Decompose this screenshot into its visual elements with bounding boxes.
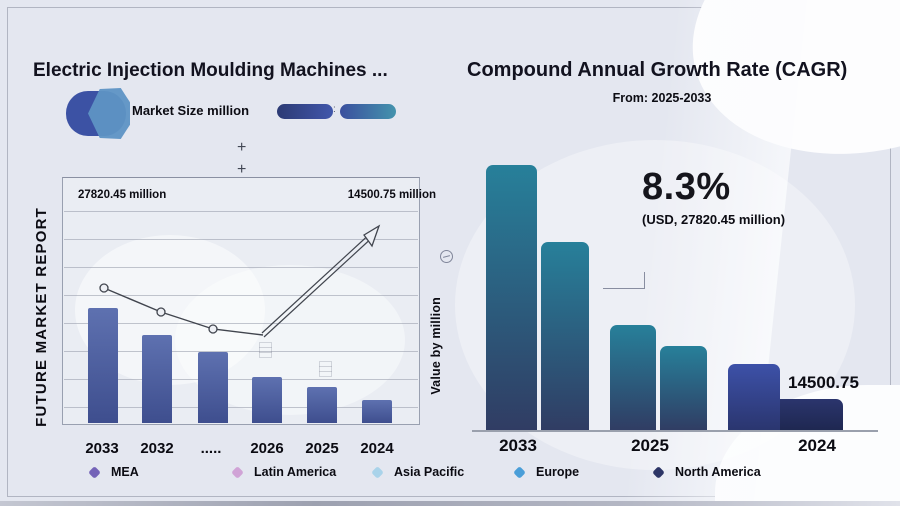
- right-x-label-2024: 2024: [798, 436, 836, 455]
- ratio-pill-right: [340, 104, 396, 119]
- ratio-pill-left: [277, 104, 333, 119]
- left-x-label-2032: 2032: [140, 440, 174, 457]
- left-x-label-2024: 2024: [360, 440, 394, 457]
- left-bar-2024: [362, 400, 392, 423]
- legend-label: MEA: [111, 465, 139, 479]
- plus-mark-icon: +: [237, 161, 247, 178]
- left-bar-2032: [142, 335, 172, 423]
- legend-item-europe: Europe: [513, 465, 580, 479]
- cagr-percent-value: 8.3%: [642, 166, 731, 208]
- bottom-edge-strip: [0, 501, 900, 506]
- right-bar-2024-bar-a: [728, 364, 780, 431]
- trend-line-arrow: [99, 224, 381, 338]
- left-chart-title: Electric Injection Moulding Machines ...: [33, 60, 388, 81]
- cagr-title: Compound Annual Growth Rate (CAGR): [467, 59, 848, 81]
- left-bar-2026: [252, 377, 282, 423]
- left-bar-.....: [198, 352, 228, 423]
- legend-label: Europe: [536, 465, 580, 479]
- legend-label: North America: [675, 465, 761, 479]
- left-bar-2025: [307, 387, 337, 423]
- value-2024-label: 14500.75: [788, 373, 859, 392]
- legend-item-latin-america: Latin America: [231, 465, 337, 479]
- minus-circle-icon: [440, 250, 453, 263]
- value-by-million-axis-label: Value by million: [429, 297, 443, 395]
- left-x-label-2033: 2033: [85, 440, 119, 457]
- legend-diamond-icon: [652, 465, 665, 479]
- legend-diamond-icon: [231, 465, 244, 479]
- legend-diamond-icon: [371, 465, 384, 479]
- right-x-label-2033: 2033: [499, 436, 537, 455]
- right-bar-2025-bar-b: [660, 346, 707, 431]
- market-size-chart: 27820.45 million 14500.75 million: [62, 177, 436, 425]
- right-bar-2033-bar-a: [486, 165, 537, 431]
- plus-mark-icon: +: [237, 139, 247, 156]
- legend-diamond-icon: [88, 465, 101, 479]
- legend-item-asia-pacific: Asia Pacific: [371, 465, 465, 479]
- ratio-separator: :: [333, 104, 336, 115]
- start-value-label: 27820.45 million: [78, 189, 167, 201]
- legend-diamond-icon: [513, 465, 526, 479]
- right-x-label-2025: 2025: [631, 436, 669, 455]
- cagr-subtitle: From: 2025-2033: [612, 91, 712, 105]
- right-x-axis-line: [472, 430, 878, 432]
- legend-label: Latin America: [254, 465, 337, 479]
- left-x-label-2026: 2026: [250, 440, 284, 457]
- right-bar-2025-bar-a: [610, 325, 656, 431]
- left-x-label-2025: 2025: [305, 440, 339, 457]
- legend-item-north-america: North America: [652, 465, 761, 479]
- right-bar-2024-bar-b: [780, 399, 843, 431]
- left-bar-2033: [88, 308, 118, 423]
- legend-item-mea: MEA: [88, 465, 139, 479]
- future-market-report-watermark: FUTURE MARKET REPORT: [33, 207, 50, 427]
- end-value-label: 14500.75 million: [347, 189, 436, 201]
- right-bar-2033-bar-b: [541, 242, 589, 431]
- left-x-label-.....: .....: [200, 440, 222, 457]
- market-size-legend-label: Market Size million: [132, 103, 250, 118]
- table-watermark-icon: [259, 342, 272, 358]
- table-watermark-icon: [319, 361, 332, 377]
- step-bracket-line: [603, 272, 645, 289]
- legend-label: Asia Pacific: [394, 465, 465, 479]
- cagr-usd-note: (USD, 27820.45 million): [642, 212, 786, 227]
